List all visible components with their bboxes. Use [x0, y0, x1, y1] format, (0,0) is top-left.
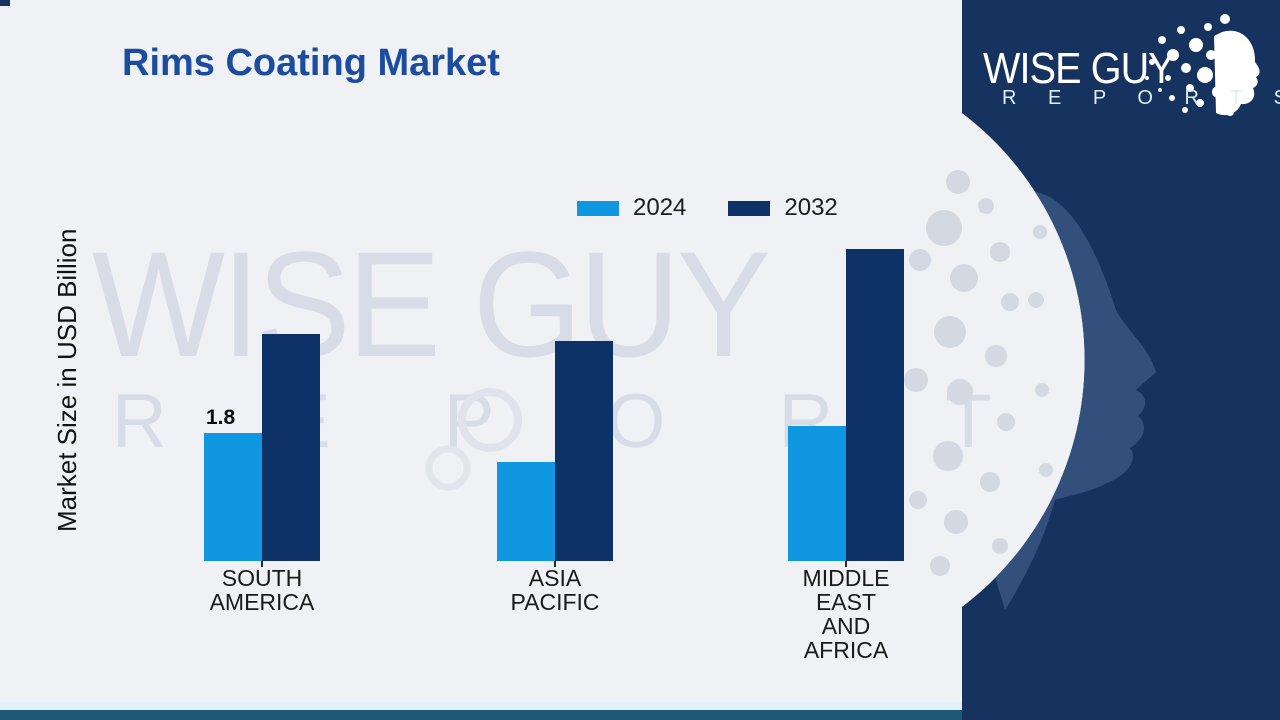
bar-2024-asia-pacific: [497, 462, 555, 561]
bar-2024-south-america: [204, 433, 262, 561]
category-label-asia-pacific: ASIA PACIFIC: [510, 565, 600, 615]
category-label-middle-east-and-africa: MIDDLE EAST AND AFRICA: [802, 565, 890, 663]
legend-label: 2032: [784, 194, 838, 221]
page-title: Rims Coating Market: [122, 42, 500, 84]
logo-reports-text: R E P O R T S: [1002, 87, 1280, 109]
legend-swatch-2032: [728, 200, 771, 216]
watermark-wordmark: WISE GUY: [92, 220, 771, 388]
bar-value-label: 1.8: [206, 406, 236, 429]
bar-2032-asia-pacific: [555, 341, 613, 561]
x-axis-tick: [845, 561, 847, 567]
legend-item-2032: 2032: [728, 194, 838, 222]
bar-2032-south-america: [262, 334, 320, 561]
bottom-strip-light: [0, 702, 962, 710]
bar-2032-middle-east-and-africa: [846, 249, 904, 561]
chart-legend: 2024 2032: [577, 194, 838, 222]
legend-label: 2024: [633, 194, 687, 221]
bottom-strip-teal: [0, 710, 962, 720]
x-axis-tick: [554, 561, 556, 567]
bar-2024-middle-east-and-africa: [788, 426, 846, 561]
legend-item-2024: 2024: [577, 194, 686, 222]
category-label-south-america: SOUTH AMERICA: [209, 565, 315, 615]
x-axis-tick: [261, 561, 263, 567]
corner-accent-mark: [0, 0, 10, 6]
legend-swatch-2024: [577, 200, 619, 216]
